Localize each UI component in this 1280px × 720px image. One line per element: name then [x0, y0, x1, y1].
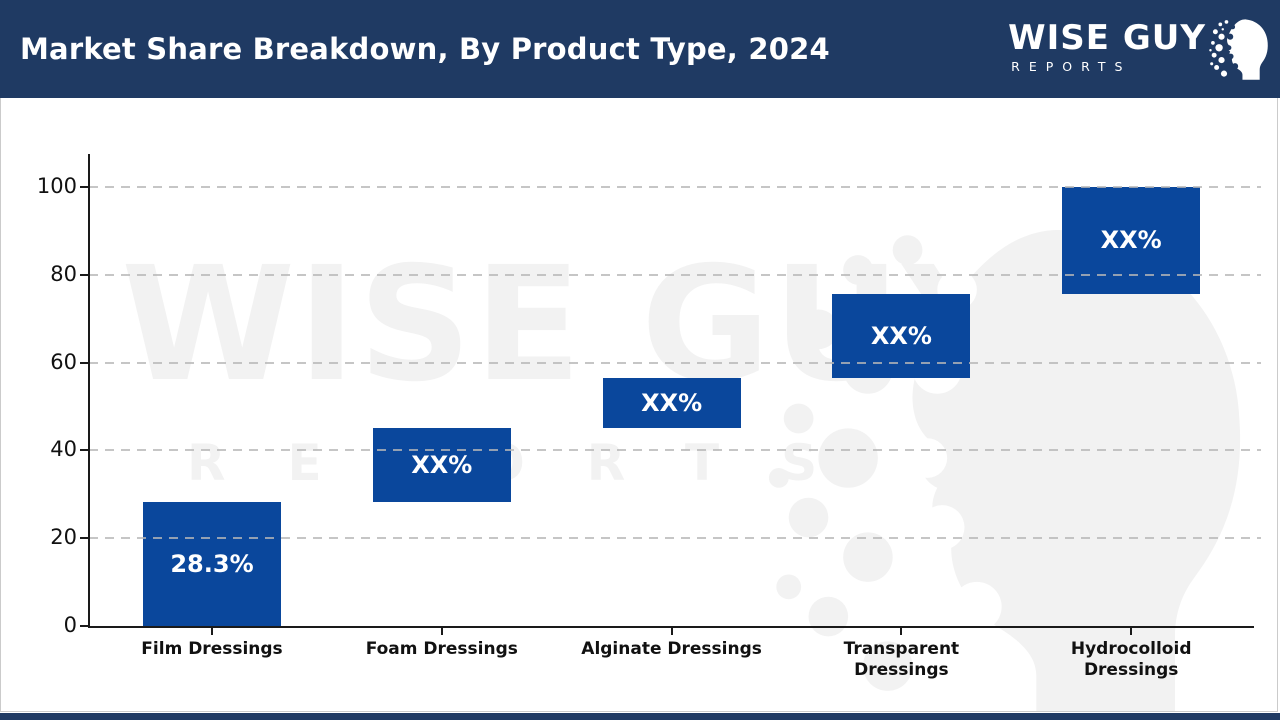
gridline-100: [89, 186, 1261, 188]
x-tick-mark: [670, 626, 673, 635]
y-tick-label-40: 40: [50, 437, 77, 462]
bar-value-label: XX%: [870, 321, 932, 350]
y-tick-label-80: 80: [50, 261, 77, 286]
y-tick-label-60: 60: [50, 349, 77, 374]
x-category-label: Transparent Dressings: [843, 639, 960, 680]
bar-segment: XX%: [602, 377, 741, 428]
x-tick-mark: [1130, 626, 1133, 635]
plot-card: WISE GUY REPORTS 28.3% XX% XX% XX% XX% 0 20 40…: [0, 98, 1278, 712]
y-tick-mark-100: [80, 186, 89, 188]
brand-logo: WISE GUY REPORTS: [1008, 20, 1206, 74]
y-axis-line: [88, 154, 90, 628]
bar-value-label: XX%: [641, 388, 703, 417]
x-tick-mark: [440, 626, 443, 635]
x-axis-line: [88, 626, 1254, 628]
x-tick-mark: [900, 626, 903, 635]
y-tick-mark-40: [80, 449, 89, 452]
y-tick-label-100: 100: [36, 174, 77, 198]
bar-segment: XX%: [832, 293, 971, 378]
y-tick-label-20: 20: [50, 525, 77, 550]
brand-logo-subtext: REPORTS: [1011, 59, 1132, 74]
brand-logo-text: WISE GUY: [1008, 18, 1206, 58]
gridline-40: [89, 449, 1261, 452]
x-category-label: Alginate Dressings: [581, 639, 762, 659]
footer-bar: [0, 713, 1280, 720]
y-tick-mark-0: [80, 625, 89, 627]
gridline-80: [89, 273, 1261, 276]
bar-value-label: XX%: [1100, 226, 1162, 255]
bar-value-label: XX%: [411, 450, 473, 479]
y-tick-mark-60: [80, 361, 89, 364]
gridline-20: [89, 537, 1261, 540]
gridline-60: [89, 361, 1261, 364]
y-tick-label-0: 0: [63, 613, 77, 637]
x-tick-mark: [211, 626, 213, 635]
chart-title: Market Share Breakdown, By Product Type,…: [20, 32, 830, 66]
bar-segment: XX%: [1062, 187, 1201, 294]
x-category-label: Film Dressings: [141, 639, 283, 659]
bar-value-label: 28.3%: [170, 549, 254, 578]
y-tick-mark-80: [80, 273, 89, 276]
bar-segment: XX%: [372, 427, 511, 502]
y-tick-mark-20: [80, 537, 89, 540]
x-category-label: Foam Dressings: [365, 639, 518, 659]
header-bar: Market Share Breakdown, By Product Type,…: [0, 0, 1280, 98]
brand-face-icon: [1209, 19, 1268, 80]
x-category-label: Hydrocolloid Dressings: [1070, 639, 1192, 680]
bar-segment: 28.3%: [143, 501, 281, 626]
